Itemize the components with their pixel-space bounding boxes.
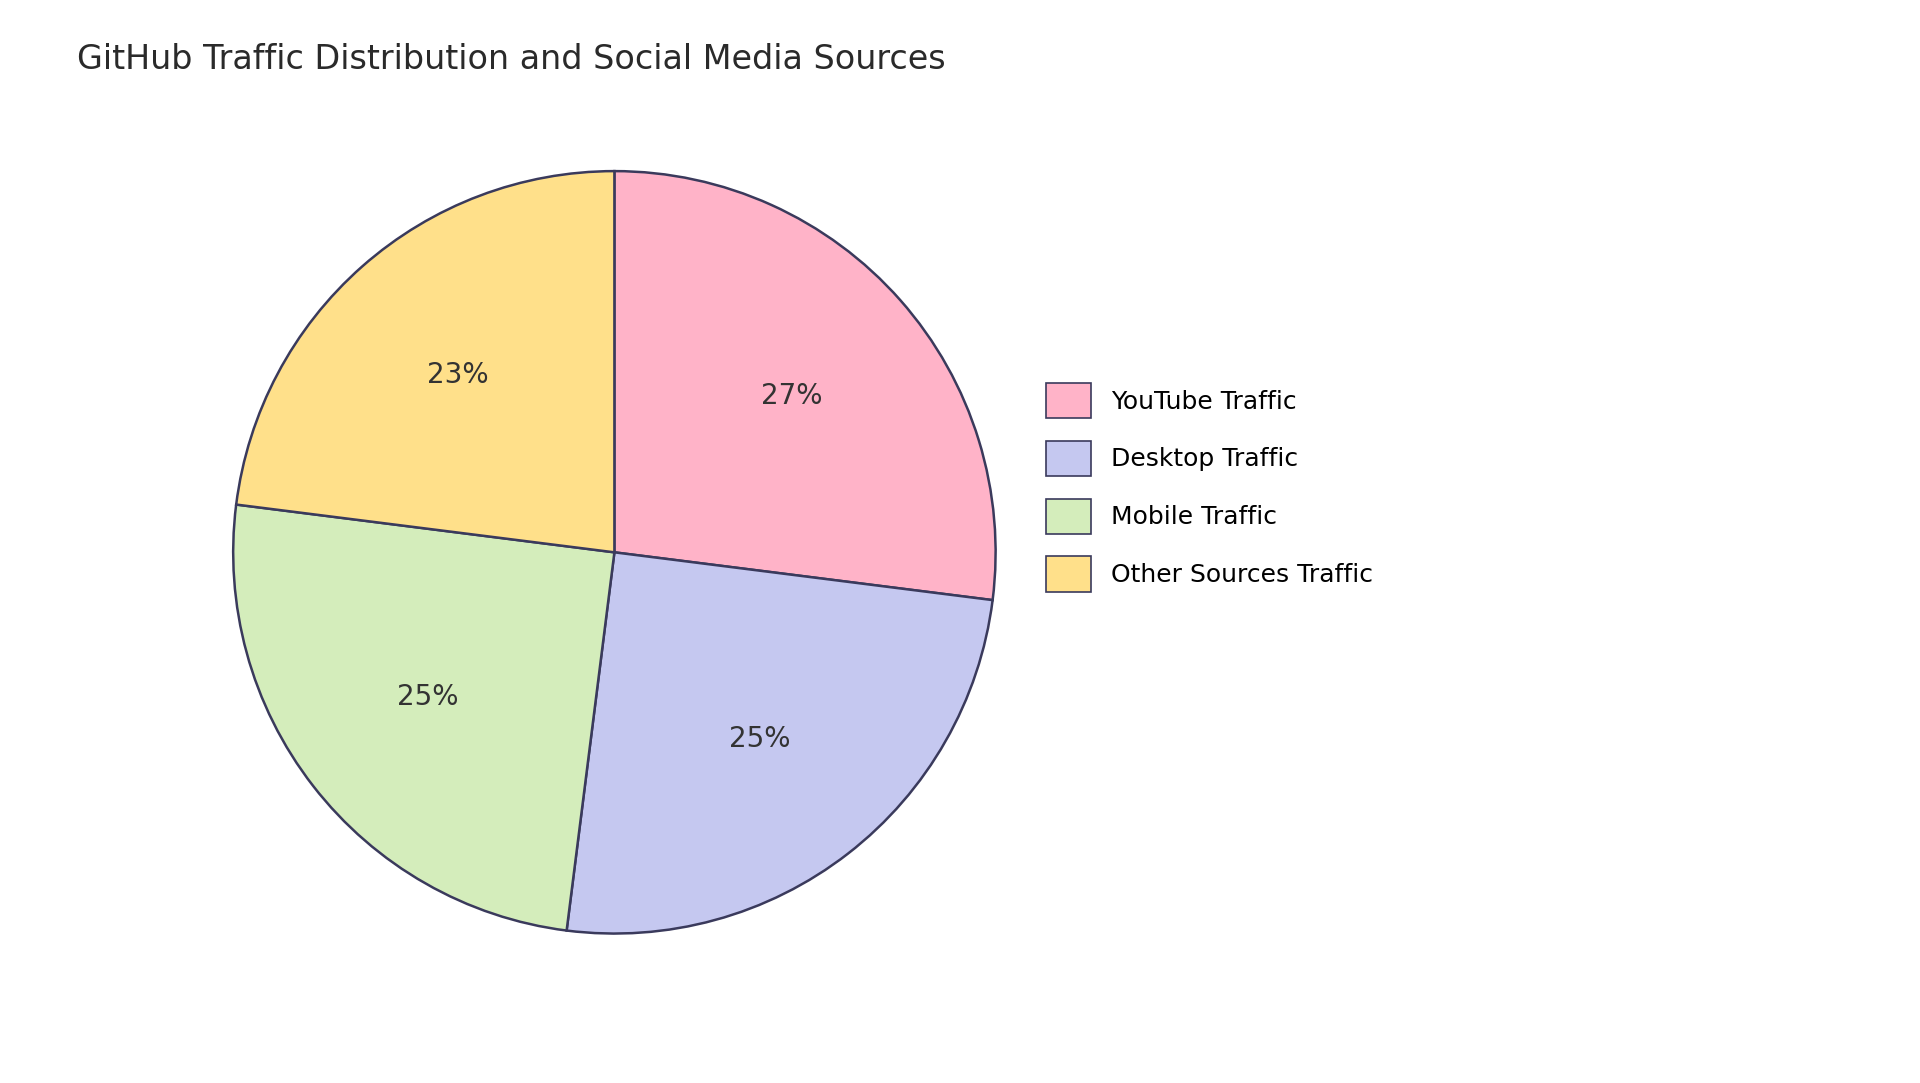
Text: 25%: 25% (728, 726, 789, 753)
Legend: YouTube Traffic, Desktop Traffic, Mobile Traffic, Other Sources Traffic: YouTube Traffic, Desktop Traffic, Mobile… (1021, 357, 1398, 617)
Text: 27%: 27% (760, 382, 822, 410)
Wedge shape (236, 171, 614, 552)
Text: 25%: 25% (397, 683, 459, 712)
Wedge shape (614, 171, 996, 600)
Wedge shape (232, 505, 614, 930)
Wedge shape (566, 552, 993, 934)
Text: GitHub Traffic Distribution and Social Media Sources: GitHub Traffic Distribution and Social M… (77, 43, 945, 76)
Text: 23%: 23% (428, 361, 490, 389)
